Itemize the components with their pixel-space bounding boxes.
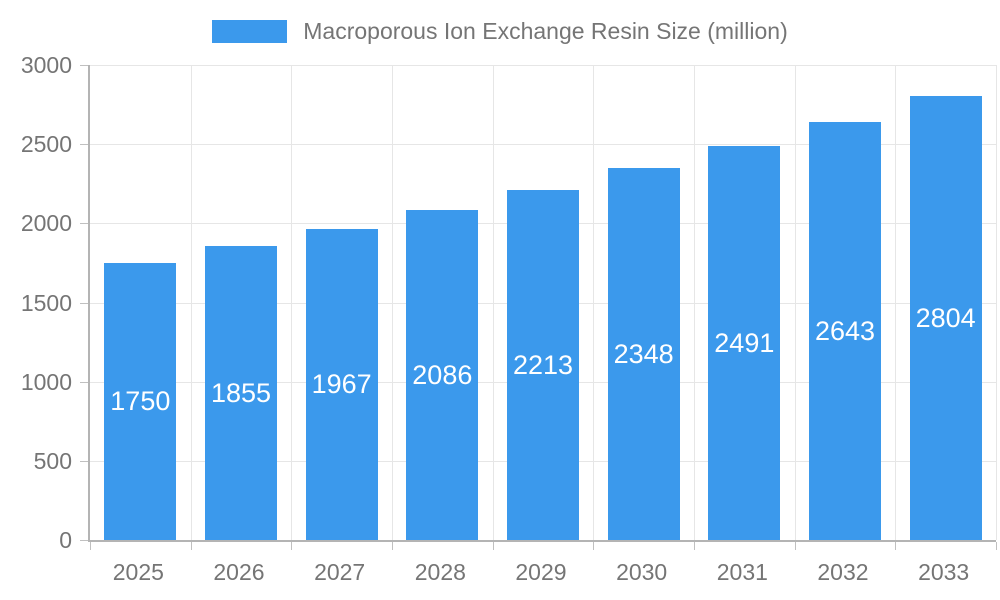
bar-2025[interactable]: [104, 262, 177, 540]
legend-swatch: [212, 20, 288, 43]
x-axis-tick: [593, 542, 595, 550]
y-axis-tick-label: 2000: [20, 210, 72, 237]
y-axis-tick: [80, 460, 88, 462]
x-axis-tick-label: 2029: [515, 559, 567, 585]
bar-2033[interactable]: [909, 96, 982, 540]
gridline-vertical: [996, 65, 997, 540]
gridline-vertical: [895, 65, 897, 540]
gridline-vertical: [492, 65, 494, 540]
x-axis-tick-label: 2032: [817, 559, 869, 585]
plot-area: 1750 1855 1967 2086 2213 2348 2491 2643 2804: [80, 65, 997, 550]
bar-2032[interactable]: [809, 121, 881, 540]
x-axis-tick: [90, 542, 91, 550]
gridline-vertical: [593, 65, 595, 540]
gridline-vertical: [190, 65, 192, 540]
legend-label: Macroporous Ion Exchange Resin Size (mil…: [303, 18, 788, 44]
x-axis-tick-label: 2027: [314, 559, 366, 585]
bar-2029[interactable]: [507, 189, 579, 540]
y-axis-tick-label: 3000: [20, 52, 72, 78]
x-axis-tick: [392, 542, 393, 550]
y-axis-labels: 0 500 1000 1500 2000 2500 3000: [0, 52, 72, 553]
y-axis-tick: [80, 223, 88, 225]
bar-value-label: 1855: [210, 378, 272, 409]
y-axis-tick-label: 0: [59, 527, 72, 553]
gridline-horizontal: [90, 144, 996, 146]
y-axis-tick-label: 1000: [20, 368, 72, 395]
y-axis-tick-label: 2500: [20, 131, 72, 158]
gridline-horizontal: [90, 65, 996, 66]
x-axis-tick-label: 2028: [414, 559, 466, 585]
x-axis-tick: [291, 542, 293, 550]
x-axis-labels: 2025 2026 2027 2028 2029 2030 2031 2032 2033: [88, 550, 994, 594]
x-axis-tick: [996, 542, 997, 550]
y-axis-tick-label: 500: [33, 447, 72, 474]
bar-value-label: 1967: [311, 369, 372, 400]
x-axis-tick-label: 2033: [918, 559, 970, 585]
x-axis-tick-label: 2031: [716, 559, 768, 585]
y-axis-tick: [80, 65, 88, 66]
y-axis-tick: [80, 381, 88, 383]
bar-value-label: 2643: [814, 315, 876, 346]
y-axis-tick-label: 1500: [20, 289, 72, 316]
gridline-vertical: [794, 65, 796, 540]
x-axis-tick-label: 2030: [616, 559, 668, 585]
x-axis-tick: [895, 542, 897, 550]
x-axis-tick-label: 2025: [112, 559, 164, 585]
bar-2026[interactable]: [205, 246, 277, 540]
gridline-vertical: [694, 65, 695, 540]
bar-2030[interactable]: [607, 168, 680, 540]
bar-value-label: 2086: [412, 359, 473, 390]
bar-value-label: 2213: [512, 349, 574, 380]
x-axis-tick: [190, 542, 192, 550]
gridline-vertical: [392, 65, 393, 540]
y-axis-tick: [80, 540, 88, 541]
bar-2028[interactable]: [406, 209, 479, 540]
y-axis-tick: [80, 144, 88, 146]
legend[interactable]: Macroporous Ion Exchange Resin Size (mil…: [0, 18, 1000, 45]
bar-2031[interactable]: [708, 145, 781, 540]
bar-value-label: 1750: [110, 386, 171, 417]
y-axis-tick: [80, 302, 88, 304]
bar-value-label: 2491: [714, 327, 775, 358]
x-axis-tick: [694, 542, 695, 550]
bar-value-label: 2348: [613, 339, 674, 370]
gridline-vertical: [291, 65, 293, 540]
x-axis-tick-label: 2026: [213, 559, 265, 585]
bar-value-label: 2804: [915, 303, 976, 334]
x-axis-tick: [492, 542, 494, 550]
x-axis-tick: [794, 542, 796, 550]
bar-2027[interactable]: [305, 228, 378, 540]
